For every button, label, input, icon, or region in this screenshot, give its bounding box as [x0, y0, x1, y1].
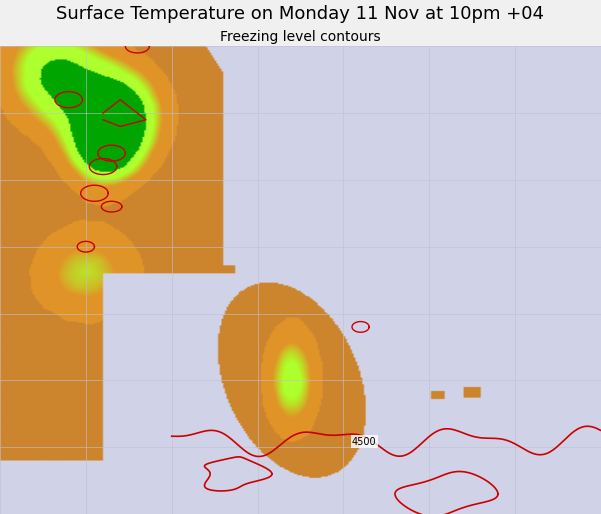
Text: Surface Temperature on Monday 11 Nov at 10pm +04: Surface Temperature on Monday 11 Nov at … [56, 5, 545, 23]
Text: 4500: 4500 [352, 436, 377, 447]
Text: Freezing level contours: Freezing level contours [220, 30, 381, 44]
